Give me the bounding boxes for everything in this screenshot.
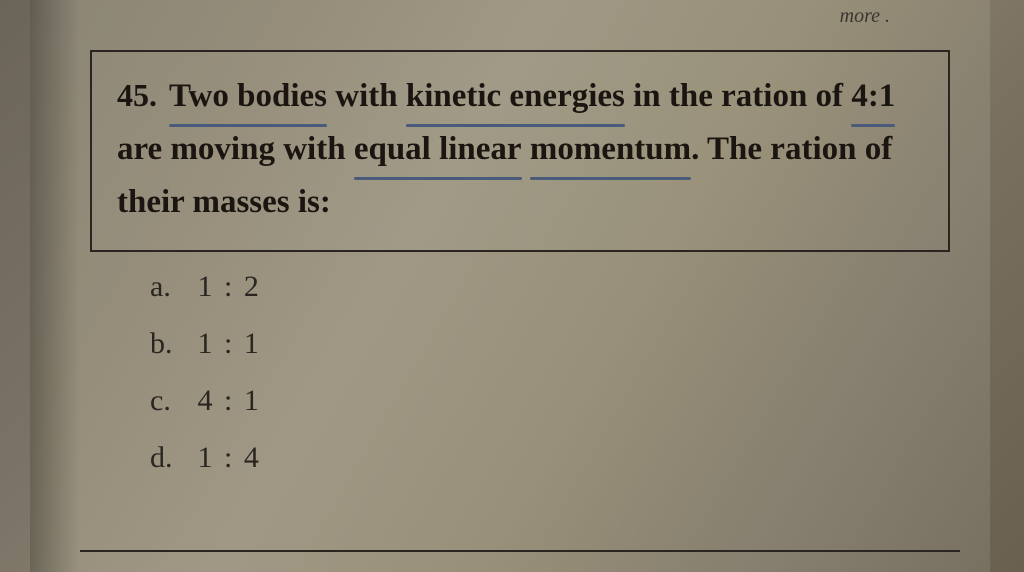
text-segment <box>522 131 530 167</box>
text-segment: with <box>327 78 406 114</box>
option-b: b. 1 : 1 <box>150 324 950 363</box>
option-label: a. <box>150 267 190 306</box>
handwritten-annotation: more . <box>840 5 890 28</box>
question-box: 45. Two bodies with kinetic energies in … <box>90 50 950 252</box>
option-value: 4 : 1 <box>198 384 261 417</box>
option-value: 1 : 4 <box>198 441 261 474</box>
options-list: a. 1 : 2 b. 1 : 1 c. 4 : 1 d. 1 : 4 <box>150 267 950 477</box>
option-label: c. <box>150 381 190 420</box>
underlined-phrase: Two bodies <box>169 70 327 123</box>
question-text: Two bodies with kinetic energies in the … <box>117 78 895 220</box>
option-value: 1 : 2 <box>198 270 261 303</box>
bottom-border <box>80 550 960 552</box>
underlined-phrase: equal linear <box>354 123 522 176</box>
page-surface: more . 45. Two bodies with kinetic energ… <box>30 0 990 572</box>
underlined-phrase: 4:1 <box>851 70 895 123</box>
option-label: d. <box>150 438 190 477</box>
option-d: d. 1 : 4 <box>150 438 950 477</box>
option-c: c. 4 : 1 <box>150 381 950 420</box>
text-segment: are moving with <box>117 131 354 167</box>
underlined-phrase: kinetic energies <box>406 70 625 123</box>
option-label: b. <box>150 324 190 363</box>
text-segment: in the ration of <box>625 78 851 114</box>
underlined-phrase: momentum <box>530 123 691 176</box>
question-number: 45. <box>117 77 157 113</box>
option-value: 1 : 1 <box>198 327 261 360</box>
option-a: a. 1 : 2 <box>150 267 950 306</box>
